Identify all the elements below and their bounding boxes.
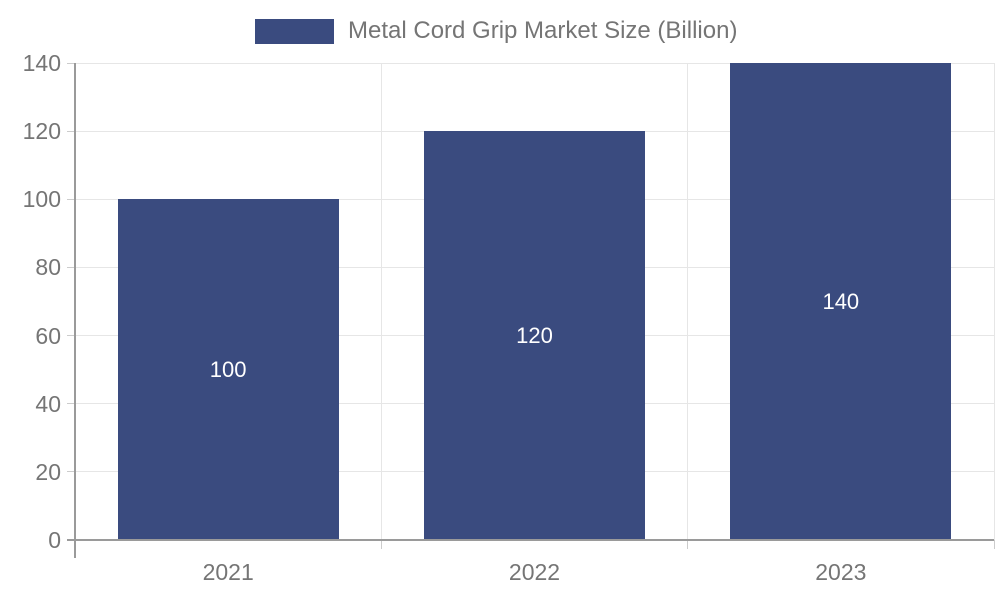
x-tick [687,540,689,549]
legend-item[interactable]: Metal Cord Grip Market Size (Billion) [255,17,737,45]
y-tick [67,403,75,405]
y-tick [67,335,75,337]
bar[interactable] [117,199,339,540]
x-axis-label: 2022 [508,559,561,585]
bar-value-label: 120 [516,322,553,348]
x-tick [993,540,995,549]
y-tick [67,471,75,473]
x-axis-label: 2023 [815,559,867,585]
bar[interactable] [423,131,646,540]
y-tick [67,62,75,64]
y-tick [67,198,75,200]
x-gridline [993,63,995,540]
y-axis-label: 0 [48,527,61,553]
y-tick [67,266,75,268]
y-axis-label: 20 [35,458,61,485]
legend-label: Metal Cord Grip Market Size (Billion) [348,17,738,44]
bar-value-label: 100 [209,356,247,382]
x-gridline [687,63,689,540]
bar[interactable] [730,63,952,540]
y-axis-label: 100 [22,186,61,213]
x-axis-line [67,539,994,541]
x-tick [380,540,382,549]
bar-value-label: 140 [822,288,860,314]
y-axis-label: 80 [35,254,61,281]
y-axis-label: 60 [35,322,61,349]
x-gridline [380,63,382,540]
y-axis-label: 120 [22,118,61,145]
x-axis-label: 2021 [202,559,254,585]
y-tick [67,130,75,132]
y-axis-label: 140 [22,50,61,76]
y-axis-line [74,63,76,558]
legend-swatch-icon [255,18,334,44]
y-axis-label: 40 [35,390,61,417]
y-gridline [75,62,994,64]
